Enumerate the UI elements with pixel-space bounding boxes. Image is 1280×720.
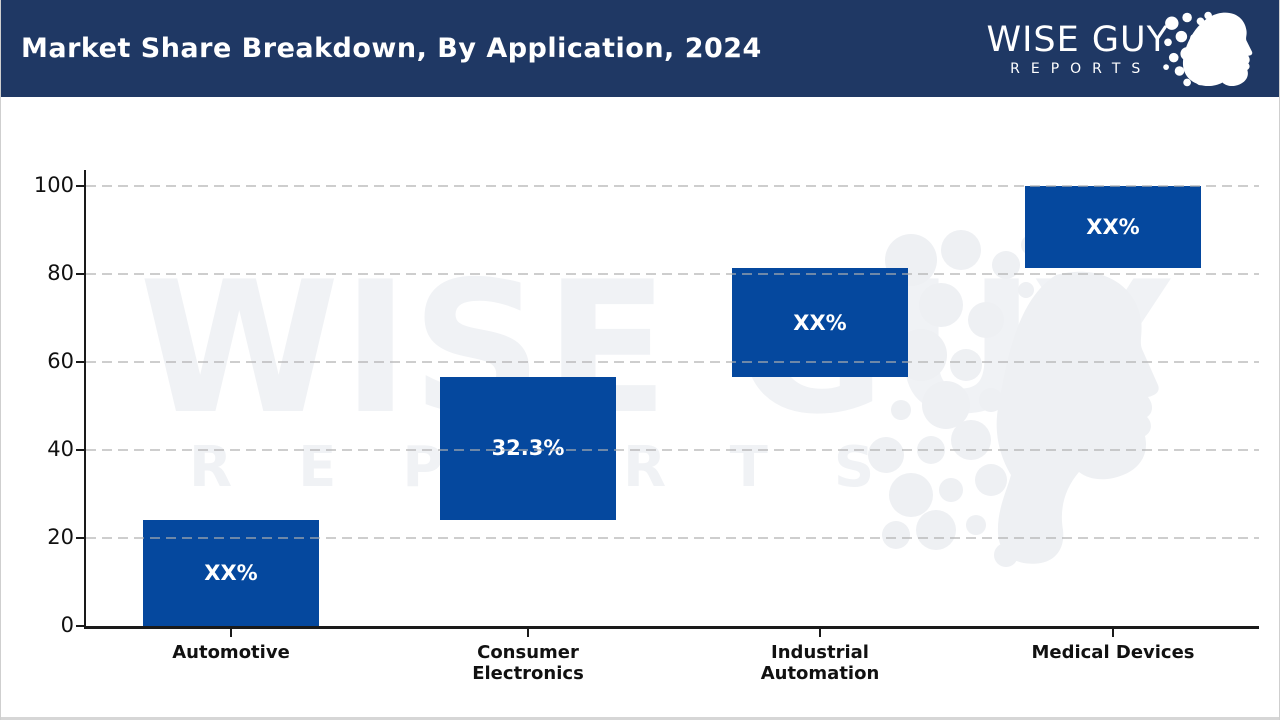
y-tick [76, 625, 84, 627]
y-tick-label: 0 [60, 613, 74, 637]
logo-text: WISE GUY REPORTS [986, 21, 1169, 77]
bar-value-label: 32.3% [491, 436, 565, 461]
chart-canvas: WISE GUY REPORTS 020406080100XX%Automoti… [1, 97, 1279, 717]
y-tick-label: 60 [47, 349, 74, 373]
x-tick [230, 629, 232, 637]
x-category-label: Automotive [172, 642, 290, 663]
logo-wordmark: WISE GUY [986, 20, 1169, 61]
page-title: Market Share Breakdown, By Application, … [21, 33, 762, 64]
bar-automotive: XX% [143, 519, 319, 626]
x-category-label: Medical Devices [1031, 642, 1195, 663]
bar-industrial-automation: XX% [732, 267, 908, 378]
gridline-40 [86, 449, 1259, 451]
bar-consumer-electronics: 32.3% [440, 377, 616, 520]
y-tick-label: 100 [33, 173, 74, 197]
gridline-60 [86, 361, 1259, 363]
bar-value-label: XX% [1086, 214, 1140, 239]
y-tick [76, 273, 84, 275]
bar-value-label: XX% [204, 560, 258, 585]
y-tick [76, 361, 84, 363]
logo-head-icon [1163, 11, 1253, 87]
x-tick [819, 629, 821, 637]
y-tick-label: 80 [47, 261, 74, 285]
bar-medical-devices: XX% [1025, 186, 1201, 268]
x-axis-line [84, 626, 1259, 629]
gridline-80 [86, 273, 1259, 275]
gridline-100 [86, 185, 1259, 187]
x-tick [527, 629, 529, 637]
wise-guy-logo: WISE GUY REPORTS [986, 6, 1267, 92]
x-category-label: Consumer Electronics [472, 642, 584, 684]
x-tick [1112, 629, 1114, 637]
y-axis-line [84, 170, 86, 629]
header-banner: Market Share Breakdown, By Application, … [1, 0, 1279, 97]
y-tick [76, 537, 84, 539]
y-tick [76, 449, 84, 451]
bar-value-label: XX% [793, 310, 847, 335]
y-tick-label: 20 [47, 525, 74, 549]
y-tick [76, 185, 84, 187]
logo-subtitle: REPORTS [1010, 60, 1152, 77]
x-category-label: Industrial Automation [760, 642, 880, 684]
y-tick-label: 40 [47, 437, 74, 461]
gridline-20 [86, 537, 1259, 539]
